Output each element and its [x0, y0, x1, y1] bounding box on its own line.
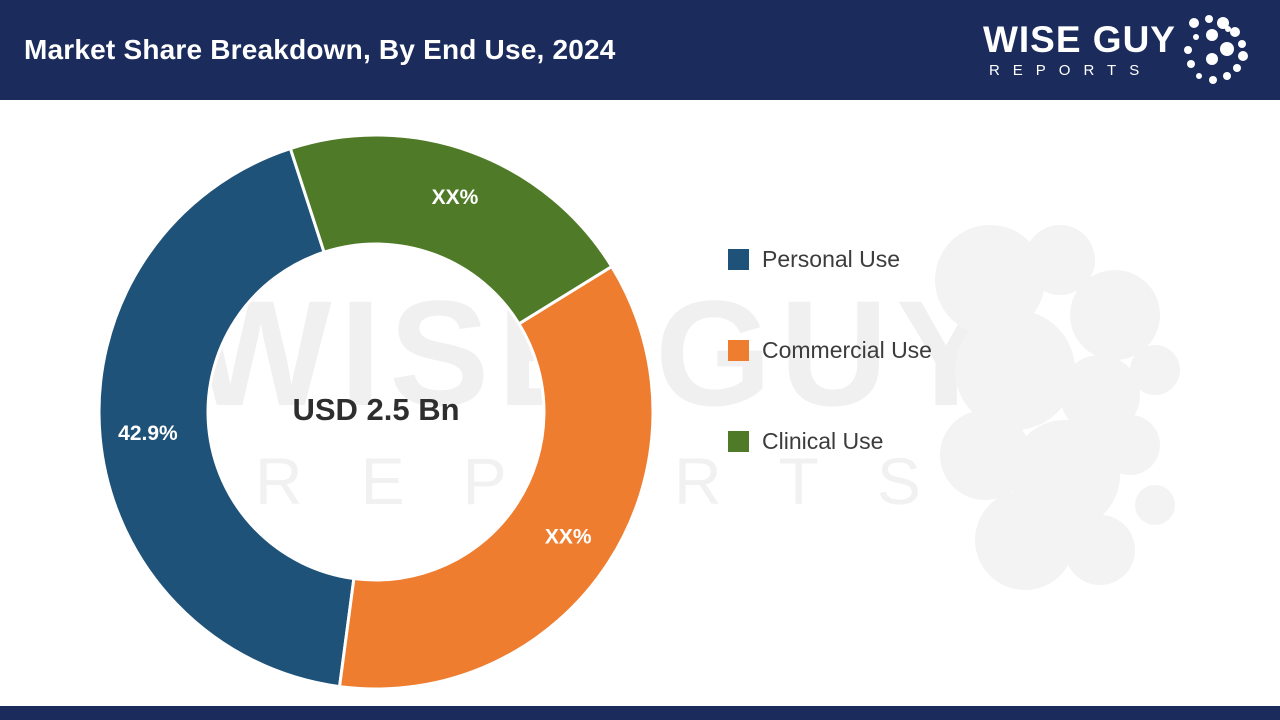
- segment-value-label-clinical-use: XX%: [432, 186, 479, 209]
- legend-swatch-clinical-use: [728, 431, 749, 452]
- legend-item-clinical-use: Clinical Use: [728, 428, 932, 455]
- donut-chart: 42.9% XX% XX%: [97, 133, 655, 691]
- footer-bar: [0, 706, 1280, 720]
- donut-segment-commercial-use: [337, 264, 655, 691]
- segment-value-label-personal-use: 42.9%: [118, 422, 178, 445]
- legend-swatch-personal-use: [728, 249, 749, 270]
- legend-item-commercial-use: Commercial Use: [728, 337, 932, 364]
- brand-logo: WISE GUY REPORTS: [982, 15, 1250, 84]
- chart-legend: Personal Use Commercial Use Clinical Use: [728, 246, 932, 519]
- logo-subtext: REPORTS: [988, 62, 1153, 79]
- header-bar: Market Share Breakdown, By End Use, 2024…: [0, 0, 1280, 100]
- segment-value-label-commercial-use: XX%: [545, 526, 592, 549]
- legend-item-personal-use: Personal Use: [728, 246, 932, 273]
- watermark-head-graphic: [935, 225, 1180, 590]
- legend-label-personal-use: Personal Use: [762, 246, 901, 272]
- donut-segment-personal-use: [97, 146, 356, 689]
- logo-head-icon: [1184, 15, 1248, 84]
- page-title: Market Share Breakdown, By End Use, 2024: [24, 34, 616, 65]
- logo-wordmark: WISE GUY: [982, 19, 1176, 60]
- donut-segment-clinical-use: [288, 133, 614, 326]
- chart-center-value: USD 2.5 Bn: [292, 392, 460, 427]
- legend-label-clinical-use: Clinical Use: [762, 428, 884, 454]
- legend-label-commercial-use: Commercial Use: [762, 337, 932, 363]
- legend-swatch-commercial-use: [728, 340, 749, 361]
